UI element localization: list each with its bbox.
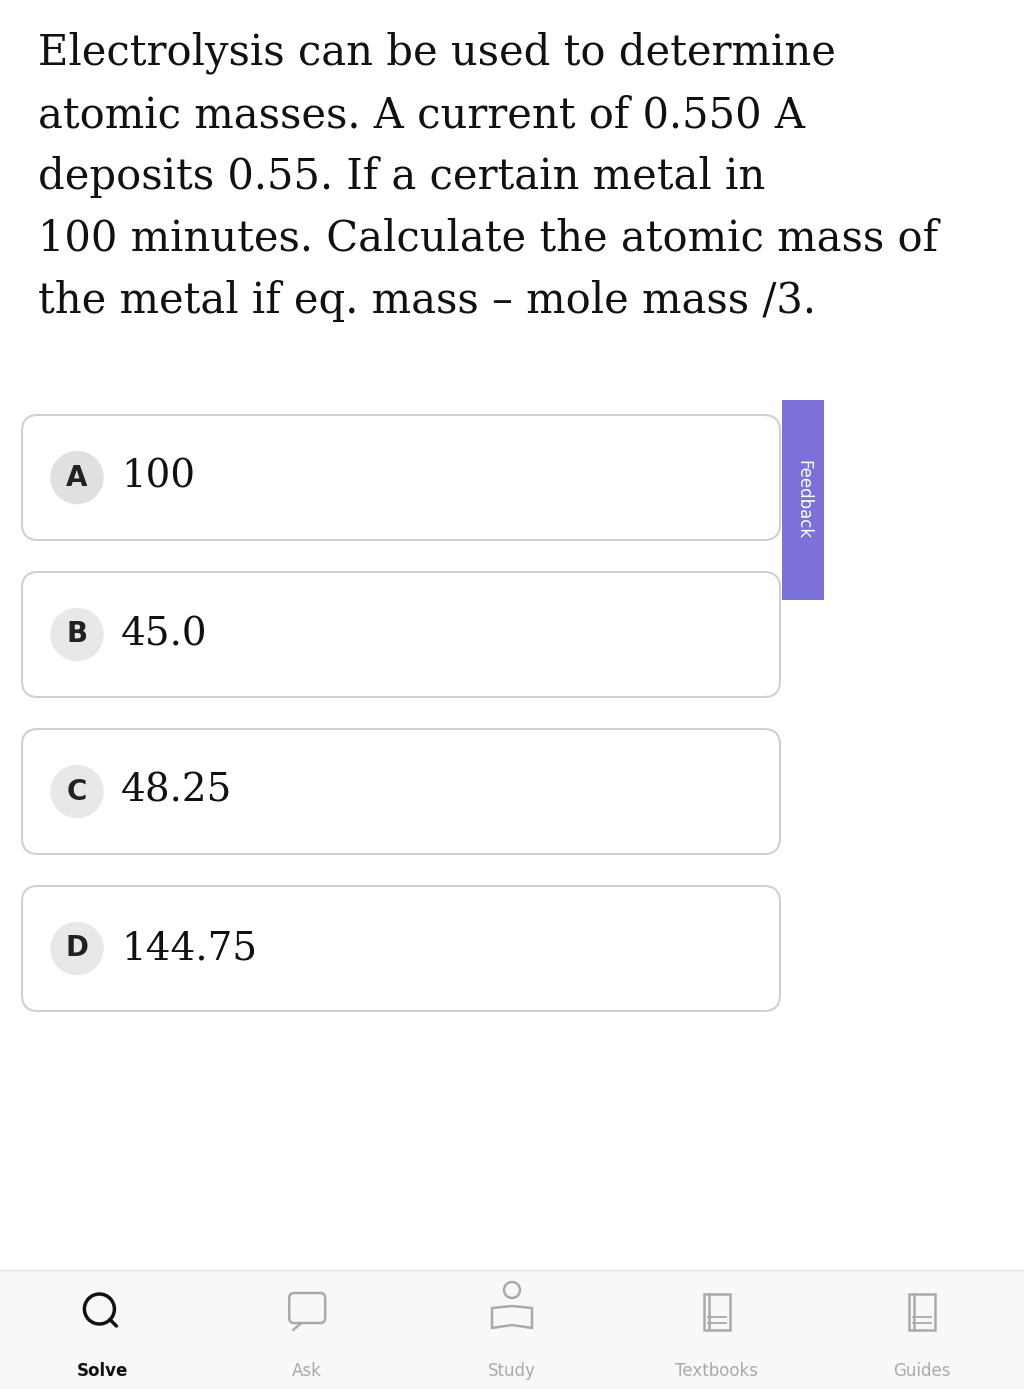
FancyBboxPatch shape: [782, 400, 824, 600]
Text: C: C: [67, 778, 87, 806]
Text: Study: Study: [488, 1363, 536, 1381]
Circle shape: [51, 451, 103, 503]
Text: B: B: [67, 621, 88, 649]
FancyBboxPatch shape: [22, 572, 780, 697]
Text: Textbooks: Textbooks: [675, 1363, 759, 1381]
Circle shape: [51, 608, 103, 661]
Text: A: A: [67, 464, 88, 492]
Text: Feedback: Feedback: [794, 460, 812, 539]
FancyBboxPatch shape: [0, 1270, 1024, 1389]
Text: D: D: [66, 935, 88, 963]
FancyBboxPatch shape: [22, 886, 780, 1011]
Text: Solve: Solve: [77, 1363, 128, 1381]
FancyBboxPatch shape: [22, 729, 780, 854]
Text: 48.25: 48.25: [121, 774, 232, 810]
Text: 100: 100: [121, 458, 196, 496]
Circle shape: [51, 922, 103, 975]
Text: Electrolysis can be used to determine
atomic masses. A current of 0.550 A
deposi: Electrolysis can be used to determine at…: [38, 32, 938, 322]
Circle shape: [51, 765, 103, 818]
Text: Guides: Guides: [893, 1363, 950, 1381]
Text: Ask: Ask: [292, 1363, 323, 1381]
Text: 45.0: 45.0: [121, 615, 208, 653]
Text: 144.75: 144.75: [121, 931, 257, 967]
FancyBboxPatch shape: [22, 415, 780, 540]
